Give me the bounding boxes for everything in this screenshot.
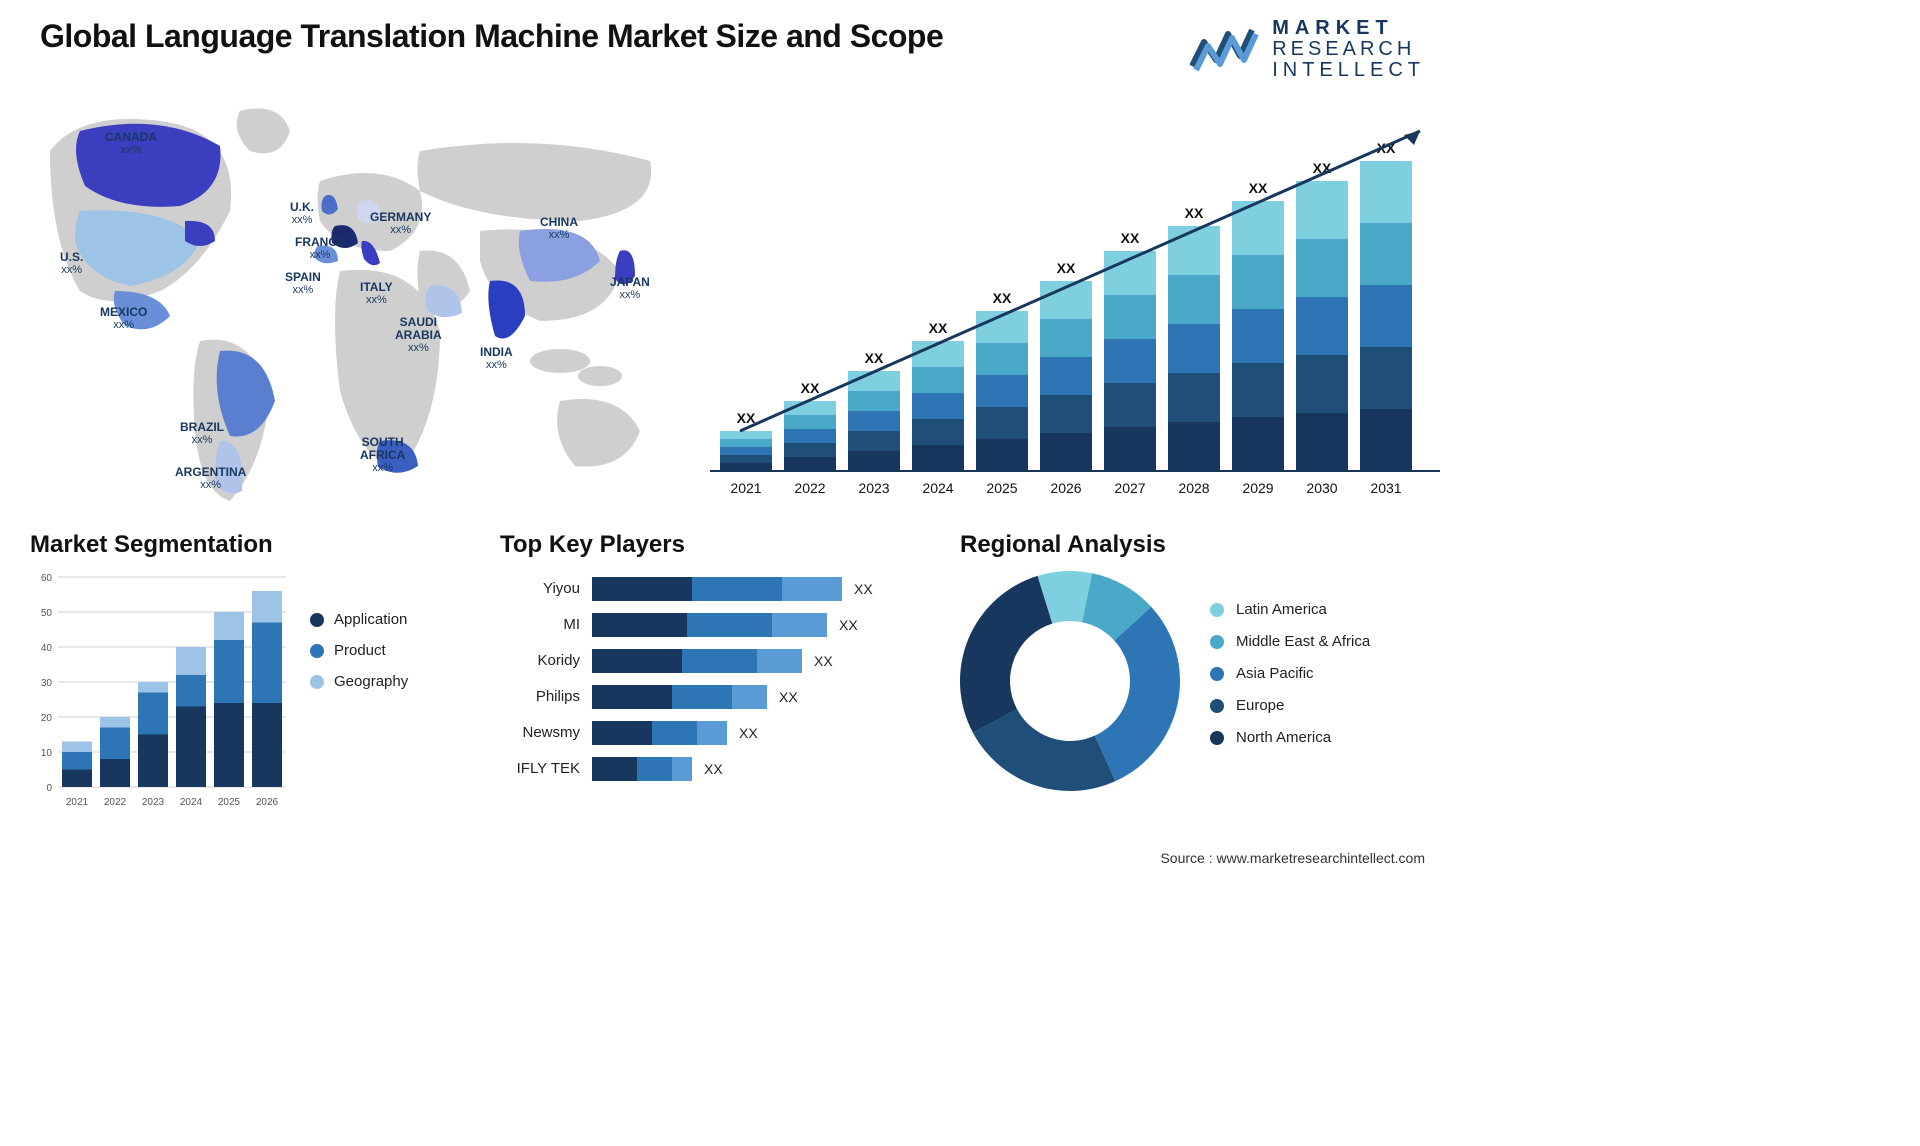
- player-bar-row: XX: [592, 571, 930, 607]
- segmentation-legend-item: Geography: [310, 673, 470, 690]
- map-label: ITALYxx%: [360, 281, 393, 306]
- growth-chart: XX 2021 XX 2022 XX 2023 XX 2024 XX 2025 XX 2026 XX 20…: [710, 91, 1425, 511]
- regional-legend-item: North America: [1210, 729, 1425, 747]
- svg-text:2026: 2026: [1050, 480, 1081, 496]
- svg-text:2026: 2026: [256, 797, 279, 808]
- map-label: U.S.xx%: [60, 251, 83, 276]
- key-players-bars: XX XX XX XX XX XX: [592, 571, 930, 787]
- regional-legend-item: Europe: [1210, 697, 1425, 715]
- regional-legend-item: Asia Pacific: [1210, 665, 1425, 683]
- map-label: SPAINxx%: [285, 271, 321, 296]
- svg-text:30: 30: [41, 678, 53, 689]
- svg-text:10: 10: [41, 748, 53, 759]
- player-value: XX: [839, 617, 858, 633]
- segmentation-legend-item: Product: [310, 642, 470, 659]
- player-bar-row: XX: [592, 751, 930, 787]
- player-label: Yiyou: [500, 571, 580, 607]
- key-players-labels: YiyouMIKoridyPhilipsNewsmyIFLY TEK: [500, 571, 580, 787]
- map-label: GERMANYxx%: [370, 211, 431, 236]
- segmentation-legend: Application Product Geography: [310, 571, 470, 811]
- svg-text:XX: XX: [801, 380, 820, 396]
- map-label: FRANCExx%: [295, 236, 345, 261]
- svg-text:2021: 2021: [730, 480, 761, 496]
- player-label: Newsmy: [500, 715, 580, 751]
- svg-text:0: 0: [46, 783, 52, 794]
- regional-donut: [960, 571, 1180, 791]
- segmentation-title: Market Segmentation: [30, 531, 470, 559]
- svg-text:2024: 2024: [180, 797, 203, 808]
- map-label: MEXICOxx%: [100, 306, 147, 331]
- player-value: XX: [779, 689, 798, 705]
- player-bar-row: XX: [592, 679, 930, 715]
- svg-text:XX: XX: [865, 350, 884, 366]
- key-players-title: Top Key Players: [500, 531, 930, 559]
- map-label: U.K.xx%: [290, 201, 314, 226]
- svg-text:XX: XX: [993, 290, 1012, 306]
- svg-text:2023: 2023: [858, 480, 889, 496]
- map-label: JAPANxx%: [610, 276, 650, 301]
- svg-text:2023: 2023: [142, 797, 165, 808]
- svg-text:2027: 2027: [1114, 480, 1145, 496]
- svg-text:20: 20: [41, 713, 53, 724]
- svg-text:2031: 2031: [1370, 480, 1401, 496]
- segmentation-legend-item: Application: [310, 611, 470, 628]
- svg-text:60: 60: [41, 573, 53, 584]
- player-value: XX: [739, 725, 758, 741]
- map-label: INDIAxx%: [480, 346, 513, 371]
- map-label: BRAZILxx%: [180, 421, 224, 446]
- world-map: CANADAxx% U.S.xx% MEXICOxx% BRAZILxx% ARGENT…: [20, 91, 680, 511]
- source-label: Source : www.marketresearchintellect.com: [1160, 850, 1425, 866]
- map-label: SAUDIARABIAxx%: [395, 316, 442, 354]
- logo-mark-icon: [1190, 26, 1260, 74]
- svg-text:50: 50: [41, 608, 53, 619]
- logo-text-3: INTELLECT: [1272, 60, 1425, 81]
- svg-text:XX: XX: [1057, 260, 1076, 276]
- svg-text:2022: 2022: [794, 480, 825, 496]
- map-label: CHINAxx%: [540, 216, 578, 241]
- player-value: XX: [704, 761, 723, 777]
- svg-text:2025: 2025: [218, 797, 241, 808]
- player-bar-row: XX: [592, 643, 930, 679]
- map-label: ARGENTINAxx%: [175, 466, 246, 491]
- svg-text:2030: 2030: [1306, 480, 1337, 496]
- segmentation-chart: 0 10 20 30 40 50 60 2021 2022 2023 2024 2025 2026: [30, 571, 290, 811]
- player-bar-row: XX: [592, 715, 930, 751]
- player-bar-row: XX: [592, 607, 930, 643]
- regional-legend-item: Latin America: [1210, 601, 1425, 619]
- regional-legend: Latin America Middle East & Africa Asia Pa…: [1210, 601, 1425, 761]
- svg-text:2021: 2021: [66, 797, 89, 808]
- svg-text:2022: 2022: [104, 797, 127, 808]
- svg-text:2024: 2024: [922, 480, 953, 496]
- player-label: Philips: [500, 679, 580, 715]
- svg-text:XX: XX: [1185, 205, 1204, 221]
- player-value: XX: [854, 581, 873, 597]
- svg-text:XX: XX: [1249, 180, 1268, 196]
- logo-text-2: RESEARCH: [1272, 39, 1425, 60]
- regional-title: Regional Analysis: [960, 531, 1425, 559]
- svg-text:2025: 2025: [986, 480, 1017, 496]
- page-title: Global Language Translation Machine Mark…: [40, 18, 943, 55]
- player-label: MI: [500, 607, 580, 643]
- brand-logo: MARKET RESEARCH INTELLECT: [1190, 18, 1425, 81]
- player-value: XX: [814, 653, 833, 669]
- player-label: Koridy: [500, 643, 580, 679]
- svg-text:2028: 2028: [1178, 480, 1209, 496]
- logo-text-1: MARKET: [1272, 18, 1425, 39]
- svg-text:2029: 2029: [1242, 480, 1273, 496]
- svg-text:XX: XX: [929, 320, 948, 336]
- map-label: CANADAxx%: [105, 131, 157, 156]
- player-label: IFLY TEK: [500, 751, 580, 787]
- map-label: SOUTHAFRICAxx%: [360, 436, 405, 474]
- svg-text:40: 40: [41, 643, 53, 654]
- regional-legend-item: Middle East & Africa: [1210, 633, 1425, 651]
- svg-text:XX: XX: [1121, 230, 1140, 246]
